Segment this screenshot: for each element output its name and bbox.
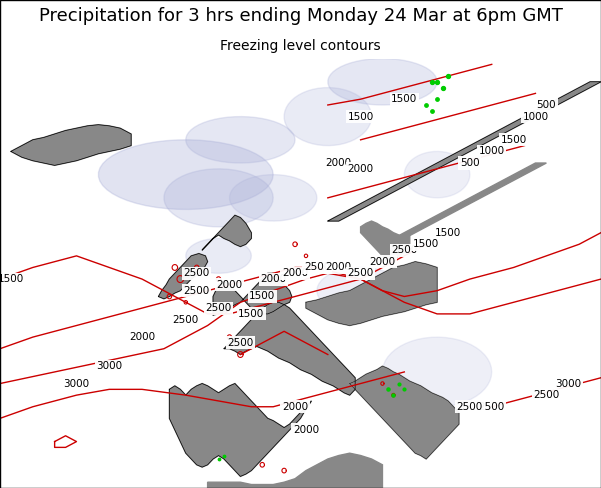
Polygon shape: [361, 221, 410, 262]
Text: 2500: 2500: [206, 303, 231, 313]
Point: [438, 83, 447, 91]
Text: 2500: 2500: [457, 402, 483, 412]
Text: 2500: 2500: [391, 245, 418, 255]
Polygon shape: [317, 267, 404, 314]
Polygon shape: [186, 239, 251, 273]
Text: 2000: 2000: [326, 158, 352, 168]
Polygon shape: [207, 453, 382, 488]
Text: 2000: 2000: [282, 402, 308, 412]
Text: 1500: 1500: [435, 228, 461, 238]
Text: 2000: 2000: [326, 263, 352, 272]
Text: 2500: 2500: [304, 263, 330, 272]
Point: [383, 386, 392, 393]
Text: 2500: 2500: [533, 390, 560, 400]
Polygon shape: [11, 125, 131, 165]
Point: [389, 391, 398, 399]
Text: 2500: 2500: [183, 285, 210, 296]
Text: 2000: 2000: [293, 425, 319, 435]
Text: 500: 500: [537, 100, 556, 110]
Polygon shape: [328, 59, 437, 105]
Text: 1000: 1000: [522, 112, 549, 122]
Point: [427, 107, 436, 115]
Text: 3000: 3000: [96, 361, 123, 371]
Point: [394, 380, 404, 387]
Polygon shape: [230, 175, 317, 221]
Text: 1000: 1000: [478, 146, 505, 157]
Point: [432, 95, 442, 103]
Polygon shape: [306, 262, 437, 325]
Text: 1500: 1500: [391, 94, 418, 104]
Text: 3000: 3000: [555, 379, 581, 388]
Point: [400, 386, 409, 393]
Text: 1500: 1500: [238, 309, 264, 319]
Polygon shape: [383, 337, 492, 407]
Text: 2500: 2500: [183, 268, 210, 278]
Point: [427, 78, 436, 86]
Polygon shape: [99, 140, 273, 209]
Text: 1500: 1500: [413, 239, 439, 249]
Text: Precipitation for 3 hrs ending Monday 24 Mar at 6pm GMT: Precipitation for 3 hrs ending Monday 24…: [38, 7, 563, 25]
Text: 500: 500: [460, 158, 480, 168]
Polygon shape: [328, 82, 601, 221]
Polygon shape: [164, 169, 273, 227]
Text: 2500: 2500: [347, 268, 374, 278]
Text: 2500: 2500: [172, 315, 199, 325]
Polygon shape: [202, 215, 251, 250]
Text: 3000: 3000: [64, 379, 90, 388]
Text: 1500: 1500: [347, 112, 374, 122]
Text: Freezing level contours: Freezing level contours: [220, 39, 381, 53]
Text: 1500: 1500: [501, 135, 526, 145]
Text: 2000: 2000: [282, 268, 308, 278]
Text: 2000: 2000: [260, 274, 286, 284]
Point: [432, 78, 442, 86]
Polygon shape: [186, 117, 295, 163]
Point: [443, 72, 453, 80]
Polygon shape: [350, 366, 459, 459]
Polygon shape: [224, 302, 355, 395]
Text: 1500: 1500: [249, 291, 275, 302]
Polygon shape: [169, 384, 311, 476]
Point: [214, 455, 224, 463]
Point: [421, 101, 431, 109]
Polygon shape: [404, 151, 470, 198]
Text: 2000: 2000: [370, 257, 395, 266]
Text: 2000: 2000: [129, 332, 155, 342]
Polygon shape: [284, 87, 371, 145]
Polygon shape: [159, 254, 207, 299]
Point: [219, 451, 229, 459]
Text: 1500: 1500: [0, 274, 24, 284]
Polygon shape: [394, 163, 546, 244]
Polygon shape: [213, 273, 291, 315]
Text: 2000: 2000: [347, 164, 374, 174]
Text: 2500: 2500: [227, 338, 254, 348]
Text: 2500: 2500: [478, 402, 505, 412]
Text: 2000: 2000: [216, 280, 243, 290]
